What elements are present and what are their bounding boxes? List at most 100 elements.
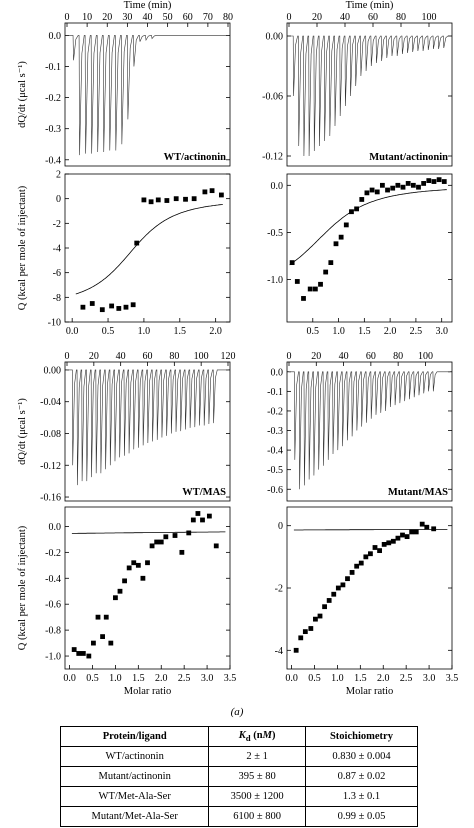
isotherm-xtick-label: 0.5 [307,326,320,337]
isotherm-fit-line [293,529,448,531]
isotherm-fit-line [289,189,447,266]
thermogram-ytick-label: -0.2 [45,93,61,104]
isotherm-xtick-label: 2.5 [178,673,191,684]
isotherm-point [318,281,323,287]
isotherm-xtick-label: 1.0 [331,673,344,684]
cell-ligand: Mutant/actinonin [59,766,210,787]
panel-label: WT/MAS [182,487,226,498]
isotherm-xtick-label: 1.0 [138,326,151,337]
isotherm-point [91,640,96,646]
isotherm-point [191,196,197,202]
isotherm-point [190,517,196,523]
isotherm-xtick-label: 3.5 [224,673,237,684]
cell-ligand: WT/Met-Ala-Ser [59,786,210,807]
thermogram-frame [64,22,231,167]
table-row: WT/Met-Ala-Ser 3500 ± 1200 1.3 ± 0.1 [59,786,419,807]
thermogram-ytick-label: -0.4 [267,446,283,457]
cell-kd: 395 ± 80 [208,766,306,787]
isotherm-point [323,269,329,275]
isotherm-ytick-label: 0 [278,521,283,532]
time-tick-label: 120 [221,351,236,362]
time-tick-label: 80 [223,12,233,23]
isotherm-point [113,595,118,601]
cell-kd: 2 ± 1 [208,746,306,767]
isotherm-ytick-label: -6 [53,268,61,279]
thermogram-ytick-label: 0.0 [271,367,284,378]
time-tick-label: 60 [366,351,376,362]
isotherm-point [349,209,354,215]
isotherm-point [100,634,105,639]
cell-ligand: WT/actinonin [59,746,210,767]
isotherm-xtick-label: 0.0 [285,673,298,684]
table-row: Mutant/actinonin 395 ± 80 0.87 ± 0.02 [59,766,419,787]
isotherm-xtick-label: 2.0 [155,673,168,684]
isotherm-point [141,197,147,203]
isotherm-ytick-label: -0.2 [45,548,61,559]
time-tick-label: 100 [418,351,433,362]
thermogram-frame [286,361,453,502]
isotherm-frame [64,506,231,670]
isotherm-point [390,538,396,544]
time-tick-label: 70 [203,12,213,23]
isotherm-point [202,189,208,195]
thermogram-ytick-label: -0.2 [267,406,283,417]
isotherm-point [410,182,416,188]
thermogram-trace [67,35,228,156]
isotherm-ytick-label: -4 [53,244,61,255]
isotherm-point [317,613,323,619]
isotherm-point [109,303,115,309]
isotherm-xtick-label: 2.0 [384,326,397,337]
isotherm-point [379,182,385,188]
isotherm-point [345,576,350,582]
isotherm-point [354,563,360,569]
isotherm-point [395,535,401,541]
isotherm-point [155,197,161,203]
isotherm-point [213,543,219,549]
isotherm-point [163,534,169,540]
isotherm-point [421,181,427,186]
isotherm-ylabel: Q (kcal per mole of injectant) [17,525,28,650]
molar-ratio-label: Molar ratio [124,686,172,697]
header-protein-ligand: Protein/ligand [59,726,210,747]
thermogram-ytick-label: -0.6 [267,485,283,496]
isotherm-point [431,526,437,532]
isotherm-point [80,304,86,310]
time-tick-label: 80 [396,12,406,23]
isotherm-ylabel: Q (kcal per mole of injectant) [17,185,28,310]
thermogram-ytick-label: -0.12 [262,152,283,163]
isotherm-point [108,640,114,646]
thermogram-ytick-label: -0.16 [40,493,61,504]
isotherm-xtick-label: 1.0 [332,326,345,337]
isotherm-point [122,578,127,584]
time-tick-label: 20 [89,351,99,362]
isotherm-ytick-label: -0.6 [45,600,61,611]
isotherm-point [358,560,364,566]
cell-kd: 3500 ± 1200 [208,786,306,807]
time-tick-label: 40 [339,351,349,362]
isotherm-point [206,513,212,519]
isotherm-point [331,591,337,597]
isotherm-point [116,306,122,311]
isotherm-ytick-label: -0.4 [45,574,61,585]
isotherm-point [86,653,92,659]
isotherm-point [359,197,365,202]
isotherm-xtick-label: 0.5 [308,673,321,684]
time-tick-label: 80 [393,351,403,362]
isotherm-point [431,179,437,184]
isotherm-ytick-label: 0 [56,194,61,205]
thermogram-trace [289,35,450,157]
cell-ligand: Mutant/Met-Ala-Ser [59,806,210,827]
isotherm-point [308,626,314,631]
isotherm-point [164,198,170,203]
time-axis-label: Time (min) [124,0,172,11]
isotherm-point [340,582,346,588]
isotherm-point [307,286,313,292]
time-tick-label: 30 [122,12,132,23]
thermogram-ytick-label: -0.1 [267,387,283,398]
isotherm-point [131,560,137,566]
isotherm-point [377,548,382,554]
isotherm-xtick-label: 3.0 [423,673,436,684]
isotherm-point [363,554,369,560]
thermogram-ytick-label: 0.00 [266,32,284,43]
isotherm-fit-line [75,204,223,295]
